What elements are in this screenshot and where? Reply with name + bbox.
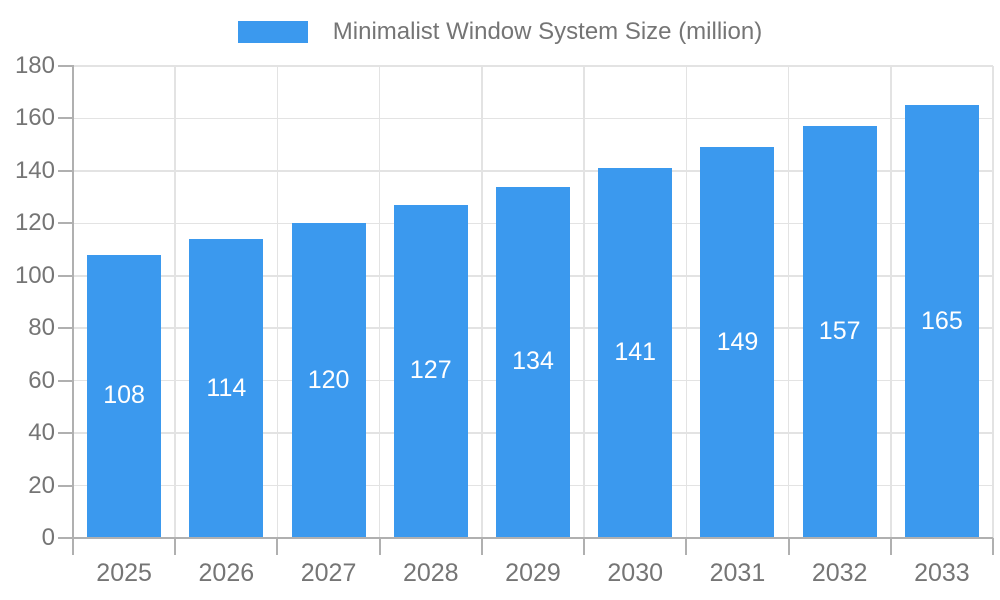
x-axis-label-2032: 2032: [811, 559, 868, 587]
y-axis-label: 0: [41, 524, 55, 551]
bar-2033[interactable]: 165: [904, 105, 979, 537]
x-axis-tick: [583, 538, 586, 555]
x-axis-label-2025: 2025: [96, 559, 152, 587]
x-axis-tick: [276, 538, 279, 555]
y-axis-tick: [58, 65, 73, 67]
bar-value-label: 108: [103, 381, 145, 410]
x-axis-tick: [992, 538, 994, 555]
x-axis-line: [72, 537, 993, 539]
gridline-vertical: [992, 66, 994, 538]
bar-2026[interactable]: 114: [189, 239, 264, 537]
x-axis-tick: [378, 538, 381, 555]
x-axis-label-2031: 2031: [709, 559, 766, 587]
y-axis-tick: [58, 117, 73, 120]
y-axis-label: 100: [14, 261, 55, 289]
gridline-vertical: [787, 66, 790, 538]
gridline-horizontal: [73, 170, 993, 172]
gridline-vertical: [174, 66, 176, 538]
gridline-vertical: [583, 66, 585, 538]
y-axis-label: 20: [28, 471, 55, 499]
x-axis-tick: [685, 538, 688, 555]
bar-2029[interactable]: 134: [496, 186, 570, 537]
legend-swatch: [237, 21, 308, 43]
plot-area: 108 114 120 127 134 141 149 157 165: [73, 65, 994, 538]
gridline-vertical: [276, 66, 279, 538]
bar-2028[interactable]: 127: [393, 204, 468, 537]
bar-2027[interactable]: 120: [291, 223, 366, 537]
x-axis-tick: [480, 538, 483, 555]
x-axis-tick: [72, 538, 74, 555]
y-axis-label: 120: [14, 209, 55, 237]
bar-value-label: 127: [409, 356, 452, 385]
x-axis-label-2033: 2033: [914, 559, 970, 587]
gridline-horizontal: [73, 117, 993, 120]
y-axis-tick: [58, 222, 73, 225]
bar-value-label: 141: [614, 338, 657, 367]
y-axis-tick: [58, 484, 73, 487]
bar-value-label: 165: [921, 306, 963, 335]
chart-legend[interactable]: Minimalist Window System Size (million): [0, 18, 1000, 46]
y-axis-label: 160: [14, 104, 55, 132]
x-axis-label-2030: 2030: [607, 559, 664, 587]
x-axis-tick: [787, 538, 790, 555]
gridline-vertical: [378, 66, 381, 538]
bar-value-label: 157: [818, 317, 861, 346]
gridline-vertical: [685, 66, 688, 538]
x-axis-label-2029: 2029: [505, 559, 561, 587]
gridline-vertical: [481, 66, 483, 538]
y-axis-label: 40: [28, 419, 55, 447]
bar-2025[interactable]: 108: [87, 254, 162, 537]
bar-2030[interactable]: 141: [598, 168, 673, 537]
x-axis-label-2027: 2027: [300, 559, 357, 587]
y-axis-tick: [58, 169, 73, 172]
x-axis-tick: [889, 538, 892, 555]
gridline-vertical: [890, 66, 892, 538]
x-axis-label-2026: 2026: [198, 559, 255, 587]
y-axis-tick: [58, 379, 73, 382]
y-axis-tick: [58, 432, 73, 435]
bar-value-label: 114: [206, 373, 247, 402]
bar-value-label: 149: [716, 327, 759, 356]
bar-2031[interactable]: 149: [700, 147, 775, 537]
y-axis-tick: [58, 274, 73, 277]
gridline-horizontal: [73, 65, 993, 67]
x-axis-tick: [174, 538, 177, 555]
legend-label: Minimalist Window System Size (million): [332, 18, 763, 45]
y-axis-tick: [58, 327, 73, 330]
bar-value-label: 120: [307, 365, 350, 394]
bar-2032[interactable]: 157: [802, 126, 877, 537]
y-axis-line: [72, 65, 74, 537]
y-axis-label: 180: [14, 52, 55, 79]
bar-value-label: 134: [512, 347, 554, 376]
y-axis-label: 60: [28, 366, 55, 394]
y-axis-label: 140: [14, 156, 55, 184]
y-axis-label: 80: [28, 314, 55, 342]
y-axis-tick: [58, 537, 73, 539]
x-axis-label-2028: 2028: [402, 559, 459, 587]
